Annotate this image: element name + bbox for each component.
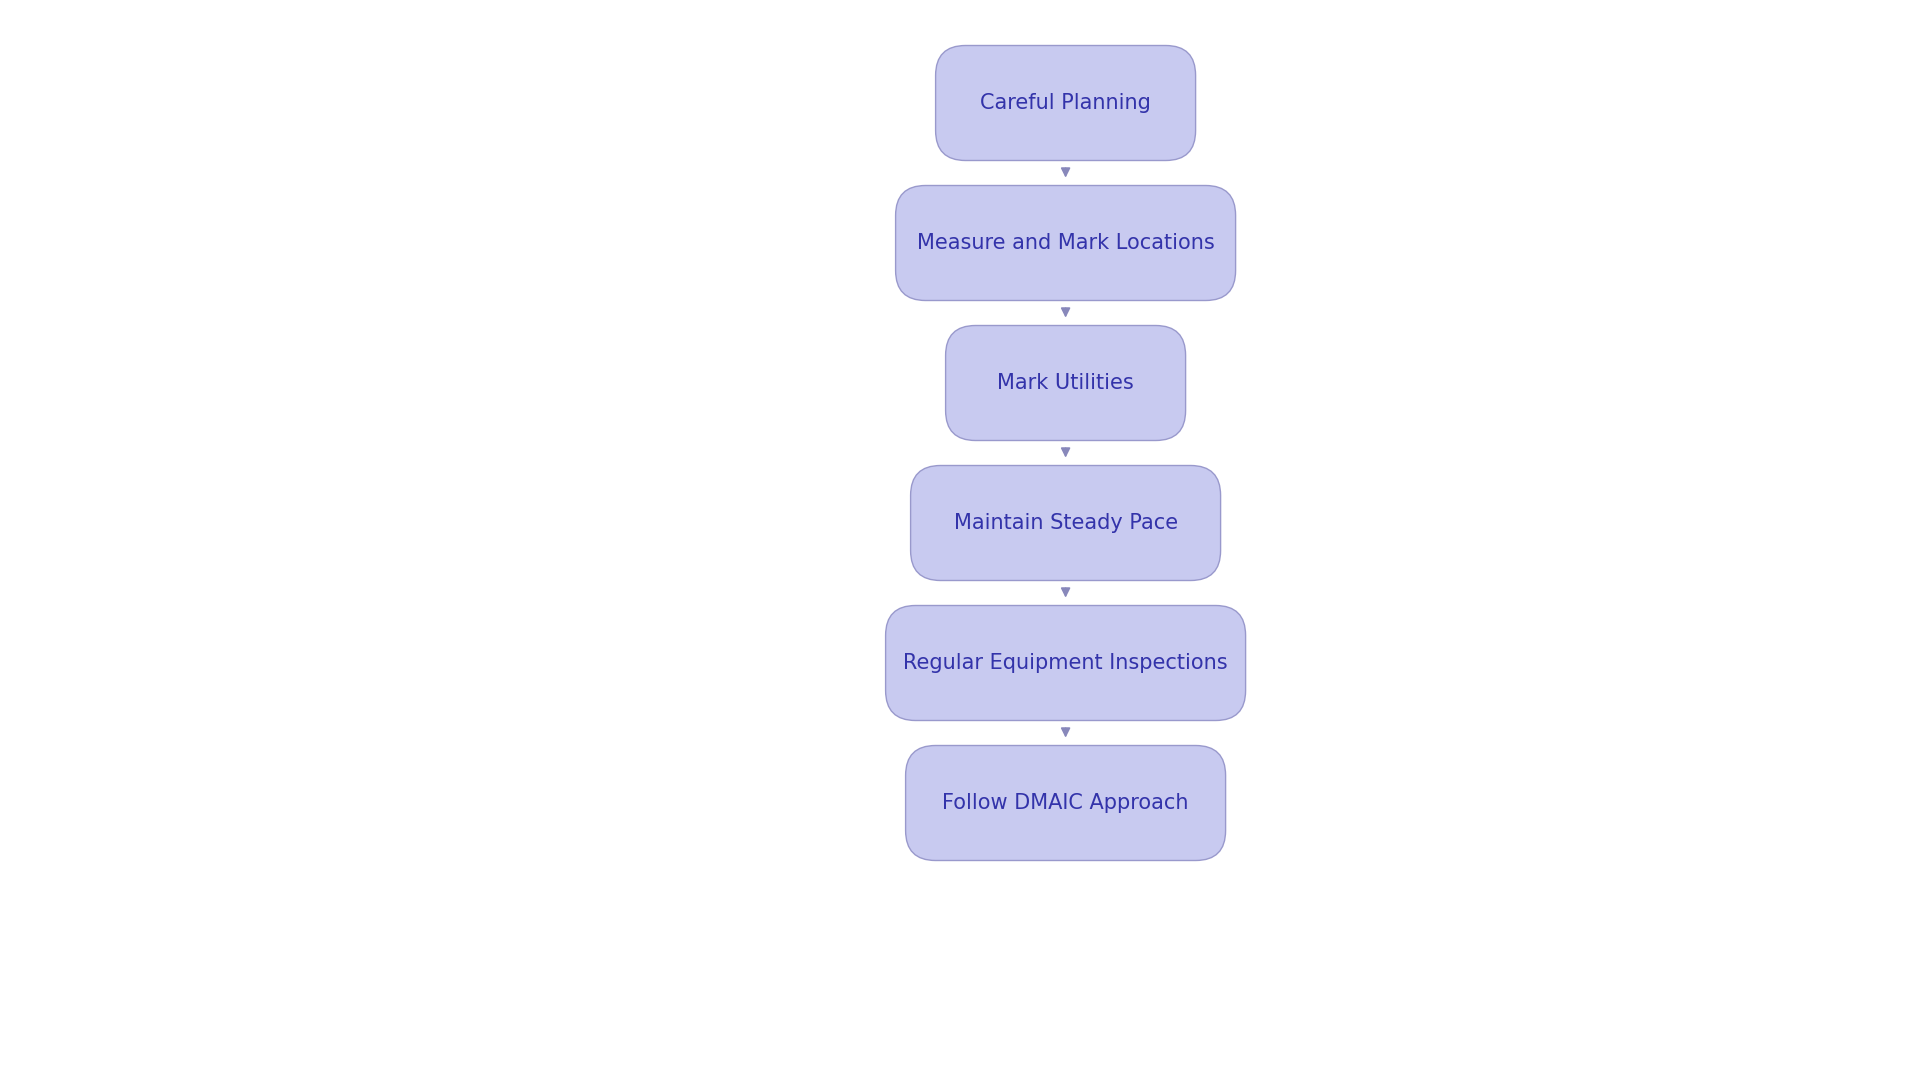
- FancyBboxPatch shape: [906, 745, 1225, 861]
- FancyBboxPatch shape: [910, 466, 1221, 580]
- FancyBboxPatch shape: [945, 326, 1185, 441]
- Text: Mark Utilities: Mark Utilities: [996, 373, 1135, 393]
- Text: Careful Planning: Careful Planning: [981, 93, 1150, 113]
- Text: Maintain Steady Pace: Maintain Steady Pace: [954, 513, 1177, 533]
- FancyBboxPatch shape: [895, 185, 1236, 300]
- FancyBboxPatch shape: [935, 45, 1196, 160]
- Text: Regular Equipment Inspections: Regular Equipment Inspections: [902, 653, 1229, 673]
- FancyBboxPatch shape: [885, 605, 1246, 720]
- Text: Measure and Mark Locations: Measure and Mark Locations: [916, 233, 1215, 253]
- Text: Follow DMAIC Approach: Follow DMAIC Approach: [943, 793, 1188, 813]
